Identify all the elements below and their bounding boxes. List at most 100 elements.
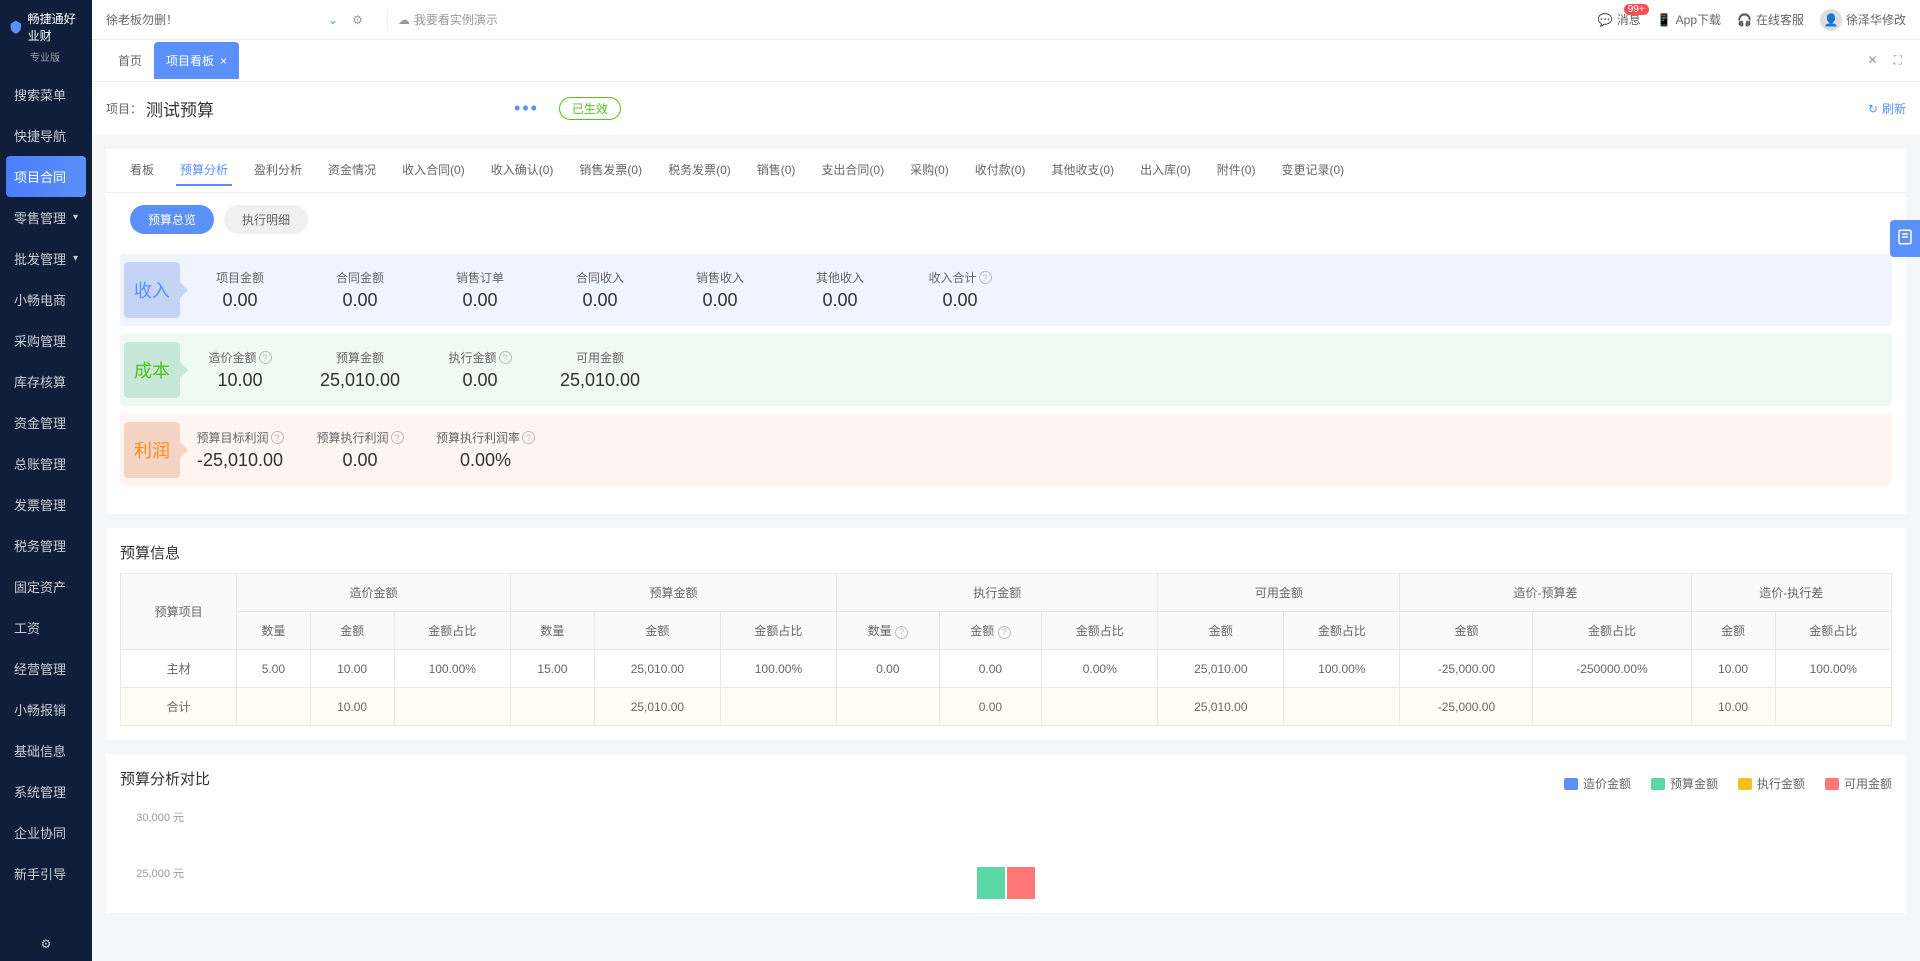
sidebar-item-10[interactable]: 发票管理 xyxy=(0,484,92,525)
cloud-icon: ☁ xyxy=(398,13,410,27)
subtab-2[interactable]: 盈利分析 xyxy=(250,155,306,186)
stat-item: 预算金额25,010.00 xyxy=(300,349,420,391)
sidebar-item-16[interactable]: 基础信息 xyxy=(0,730,92,771)
legend-item[interactable]: 预算金额 xyxy=(1651,775,1718,792)
sidebar-settings-icon[interactable]: ⚙ xyxy=(0,927,92,961)
message-button[interactable]: 💬 消息 99+ xyxy=(1598,11,1641,28)
sidebar-item-14[interactable]: 经营管理 xyxy=(0,648,92,689)
stat-card-profit: 利润预算目标利润 ?-25,010.00预算执行利润 ?0.00预算执行利润率 … xyxy=(120,414,1892,486)
summary-pills: 预算总览 执行明细 xyxy=(106,193,1906,246)
stat-card-income: 收入项目金额0.00合同金额0.00销售订单0.00合同收入0.00销售收入0.… xyxy=(120,254,1892,326)
subtab-11[interactable]: 收付款(0) xyxy=(971,155,1030,186)
fullscreen-icon[interactable]: ⛶ xyxy=(1890,49,1906,72)
help-icon[interactable]: ? xyxy=(259,351,272,364)
subtab-8[interactable]: 销售(0) xyxy=(753,155,800,186)
floating-help-button[interactable] xyxy=(1890,220,1920,257)
sidebar-item-4[interactable]: 批发管理▾ xyxy=(0,238,92,279)
subtab-6[interactable]: 销售发票(0) xyxy=(575,155,646,186)
subtab-9[interactable]: 支出合同(0) xyxy=(817,155,888,186)
online-service-button[interactable]: 🎧 在线客服 xyxy=(1737,11,1804,28)
demo-link[interactable]: ☁ 我要看实例演示 xyxy=(398,11,498,28)
subtab-5[interactable]: 收入确认(0) xyxy=(487,155,558,186)
document-icon xyxy=(1896,228,1914,246)
help-icon[interactable]: ? xyxy=(391,431,404,444)
refresh-button[interactable]: ↻ 刷新 xyxy=(1868,100,1906,117)
sidebar-item-17[interactable]: 系统管理 xyxy=(0,771,92,812)
close-all-icon[interactable]: ✕ xyxy=(1864,49,1882,72)
sidebar-item-3[interactable]: 零售管理▾ xyxy=(0,197,92,238)
stat-item: 合同金额0.00 xyxy=(300,269,420,311)
pill-detail[interactable]: 执行明细 xyxy=(224,205,308,234)
sidebar-item-13[interactable]: 工资 xyxy=(0,607,92,648)
sidebar-item-1[interactable]: 快捷导航 xyxy=(0,115,92,156)
subtab-3[interactable]: 资金情况 xyxy=(324,155,380,186)
chart-legend: 造价金额 预算金额 执行金额 可用金额 xyxy=(1564,775,1892,792)
chart-bar xyxy=(1007,867,1035,899)
stat-label: 收入 xyxy=(124,262,180,318)
subtab-7[interactable]: 税务发票(0) xyxy=(664,155,735,186)
sidebar-item-12[interactable]: 固定资产 xyxy=(0,566,92,607)
user-menu[interactable]: 👤 徐泽华修改 xyxy=(1820,9,1906,31)
app-download-button[interactable]: 📱 App下载 xyxy=(1657,11,1721,28)
page-title-label: 项目： xyxy=(106,100,142,117)
chart-body: 30,000 元 25,000 元 xyxy=(120,809,1892,899)
subtab-14[interactable]: 附件(0) xyxy=(1213,155,1260,186)
close-icon[interactable]: × xyxy=(220,54,227,68)
subtabs: 看板预算分析盈利分析资金情况收入合同(0) 收入确认(0) 销售发票(0) 税务发票(… xyxy=(106,149,1906,193)
budget-table: 预算项目 造价金额 预算金额 执行金额 可用金额 造价-预算差 造价-执行差 数… xyxy=(120,573,1892,726)
budget-info-section: 预算信息 预算项目 造价金额 预算金额 执行金额 可用金额 造价-预算差 造价-… xyxy=(106,528,1906,740)
help-icon[interactable]: ? xyxy=(499,351,512,364)
stat-item: 预算执行利润 ?0.00 xyxy=(300,429,420,471)
legend-item[interactable]: 执行金额 xyxy=(1738,775,1805,792)
sidebar-item-5[interactable]: 小畅电商 xyxy=(0,279,92,320)
sidebar-item-18[interactable]: 企业协同 xyxy=(0,812,92,853)
subtab-1[interactable]: 预算分析 xyxy=(176,155,232,186)
sidebar-item-7[interactable]: 库存核算 xyxy=(0,361,92,402)
stat-item: 销售订单0.00 xyxy=(420,269,540,311)
pill-overview[interactable]: 预算总览 xyxy=(130,205,214,234)
sidebar-item-8[interactable]: 资金管理 xyxy=(0,402,92,443)
sidebar-list: 搜索菜单快捷导航项目合同零售管理▾批发管理▾小畅电商采购管理库存核算资金管理总账… xyxy=(0,74,92,927)
stat-label: 成本 xyxy=(124,342,180,398)
sidebar-item-0[interactable]: 搜索菜单 xyxy=(0,74,92,115)
legend-item[interactable]: 造价金额 xyxy=(1564,775,1631,792)
help-icon[interactable]: ? xyxy=(271,431,284,444)
y-tick: 30,000 元 xyxy=(120,809,190,825)
subtab-13[interactable]: 出入库(0) xyxy=(1136,155,1195,186)
sidebar-item-11[interactable]: 税务管理 xyxy=(0,525,92,566)
stat-item: 合同收入0.00 xyxy=(540,269,660,311)
subtab-12[interactable]: 其他收支(0) xyxy=(1047,155,1118,186)
stat-card-cost: 成本造价金额 ?10.00预算金额25,010.00执行金额 ?0.00可用金额… xyxy=(120,334,1892,406)
help-icon[interactable]: ? xyxy=(979,271,992,284)
tab-home[interactable]: 首页 xyxy=(106,42,154,79)
stat-item: 项目金额0.00 xyxy=(180,269,300,311)
caret-down-icon: ▾ xyxy=(73,212,78,223)
sidebar-item-19[interactable]: 新手引导 xyxy=(0,853,92,894)
sidebar-item-15[interactable]: 小畅报销 xyxy=(0,689,92,730)
sidebar: 畅捷通好业财 专业版 搜索菜单快捷导航项目合同零售管理▾批发管理▾小畅电商采购管… xyxy=(0,0,92,961)
stat-item: 预算目标利润 ?-25,010.00 xyxy=(180,429,300,471)
help-icon[interactable]: ? xyxy=(522,431,535,444)
subtab-0[interactable]: 看板 xyxy=(126,155,158,186)
subtab-15[interactable]: 变更记录(0) xyxy=(1277,155,1348,186)
sidebar-item-2[interactable]: 项目合同 xyxy=(6,156,86,197)
stat-item: 执行金额 ?0.00 xyxy=(420,349,540,391)
topbar: 徐老板勿删！ ⌄ ⚙ ☁ 我要看实例演示 💬 消息 99+ 📱 App下载 xyxy=(92,0,1920,40)
status-badge: 已生效 xyxy=(559,97,621,120)
logo: 畅捷通好业财 xyxy=(0,0,92,54)
tab-project-board[interactable]: 项目看板× xyxy=(154,42,239,79)
brand-selector[interactable]: 徐老板勿删！ ⌄ xyxy=(106,11,338,28)
subtab-10[interactable]: 采购(0) xyxy=(906,155,953,186)
more-actions-icon[interactable]: ••• xyxy=(514,98,539,119)
chart-section: 预算分析对比 造价金额预算金额执行金额可用金额 30,000 元 25,000 … xyxy=(106,754,1906,913)
sidebar-item-9[interactable]: 总账管理 xyxy=(0,443,92,484)
chart-bar xyxy=(977,867,1005,899)
gear-icon[interactable]: ⚙ xyxy=(352,13,363,27)
subtab-4[interactable]: 收入合同(0) xyxy=(398,155,469,186)
y-tick: 25,000 元 xyxy=(120,865,190,881)
stat-item: 收入合计 ?0.00 xyxy=(900,269,1020,311)
stat-label: 利润 xyxy=(124,422,180,478)
sidebar-item-6[interactable]: 采购管理 xyxy=(0,320,92,361)
legend-item[interactable]: 可用金额 xyxy=(1825,775,1892,792)
phone-icon: 📱 xyxy=(1657,13,1672,27)
